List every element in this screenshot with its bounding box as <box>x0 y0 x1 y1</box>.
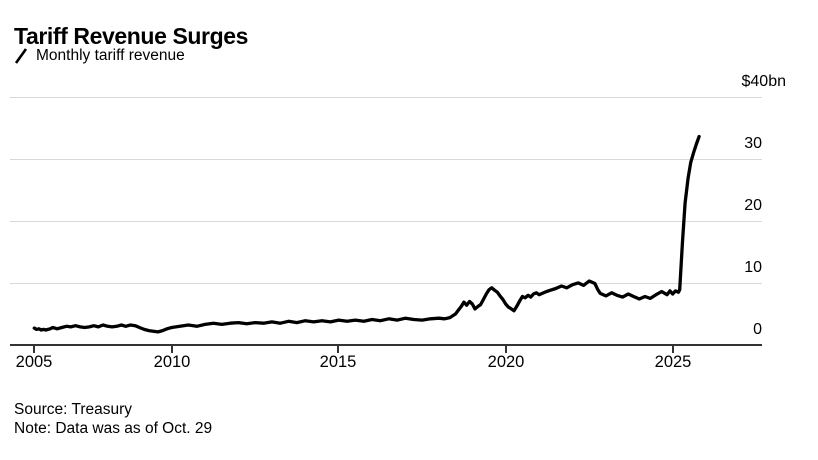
note-text: Note: Data was as of Oct. 29 <box>14 420 213 437</box>
line-series-icon <box>14 48 29 64</box>
x-tick-2010 <box>171 346 173 353</box>
gridline-40 <box>10 97 762 98</box>
x-label-2020: 2020 <box>487 353 525 371</box>
x-tick-2015 <box>337 346 339 353</box>
x-label-2010: 2010 <box>153 353 191 371</box>
x-tick-2020 <box>505 346 507 353</box>
gridline-30 <box>10 159 762 160</box>
chart-footer: Source: Treasury Note: Data was as of Oc… <box>14 400 212 438</box>
y-label-30: 30 <box>744 135 762 152</box>
y-label-10: 10 <box>744 259 762 276</box>
x-tick-2025 <box>672 346 674 353</box>
gridline-10 <box>10 283 762 284</box>
legend-label: Monthly tariff revenue <box>36 47 185 64</box>
gridline-20 <box>10 221 762 222</box>
x-label-2015: 2015 <box>319 353 357 371</box>
x-tick-2005 <box>33 346 35 353</box>
y-label-40bn: $40bn <box>741 73 787 90</box>
revenue-line <box>32 134 701 334</box>
x-axis-line <box>10 344 762 346</box>
y-label-0: 0 <box>753 321 762 338</box>
x-label-2025: 2025 <box>654 353 692 371</box>
chart-title: Tariff Revenue Surges <box>14 23 249 50</box>
source-text: Source: Treasury <box>14 401 133 418</box>
y-label-20: 20 <box>744 197 762 214</box>
x-label-2005: 2005 <box>15 353 53 371</box>
legend: Monthly tariff revenue <box>14 47 185 65</box>
